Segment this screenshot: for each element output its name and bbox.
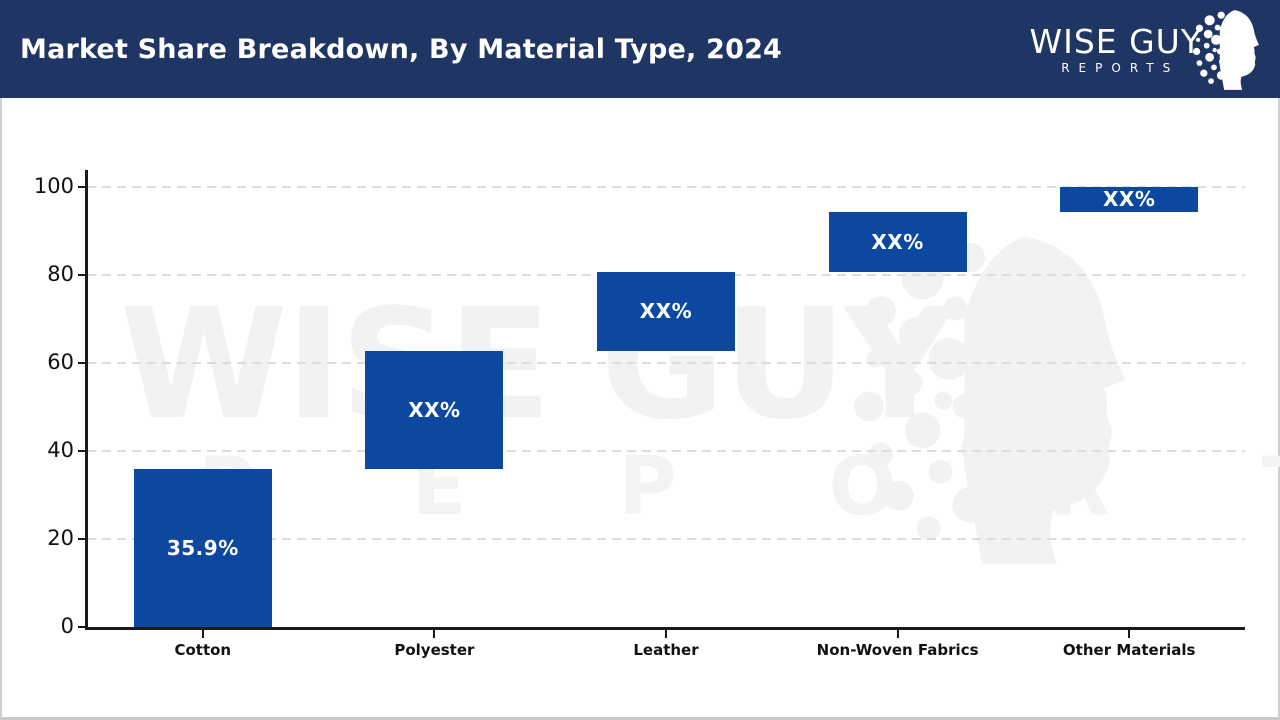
page-title: Market Share Breakdown, By Material Type… [20, 33, 783, 65]
x-axis [85, 627, 1245, 630]
y-tick-label-60: 60 [47, 350, 74, 374]
y-tick-60 [78, 362, 86, 364]
y-tick-label-100: 100 [33, 174, 74, 198]
bar-value-label: XX% [871, 229, 924, 254]
header: Market Share Breakdown, By Material Type… [0, 0, 1280, 98]
x-tick-4 [1128, 630, 1131, 638]
gridline-60 [87, 362, 1245, 364]
bar-value-label: XX% [639, 299, 693, 324]
x-tick-0 [201, 630, 204, 638]
y-tick-label-0: 0 [60, 614, 74, 638]
y-tick-label-80: 80 [47, 262, 74, 286]
bar-value-label: XX% [1102, 187, 1156, 212]
y-axis [85, 170, 88, 630]
gridline-20 [87, 538, 1245, 540]
bar-other-materials: XX% [1060, 187, 1199, 212]
bar-cotton: 35.9% [133, 469, 272, 627]
bar-polyester: XX% [365, 350, 504, 470]
bar-value-label: XX% [408, 397, 461, 422]
bar-leather: XX% [597, 271, 735, 351]
bar-value-label: 35.9% [166, 536, 239, 560]
logo-head-icon [1192, 10, 1259, 90]
category-label-3: Non-Woven Fabrics [816, 641, 979, 659]
category-label-1: Polyester [394, 641, 475, 659]
category-label-4: Other Materials [1062, 641, 1196, 659]
y-tick-label-20: 20 [47, 526, 74, 550]
y-tick-0 [78, 626, 86, 628]
y-tick-label-40: 40 [47, 438, 74, 462]
logo-text: WISE GUY REPORTS [1029, 21, 1202, 76]
gridline-40 [87, 450, 1245, 452]
plot-area: 0 20 40 60 80 100 35.9% Cotton XX% Polyester XX% Le… [2, 98, 1278, 717]
category-label-2: Leather [633, 641, 699, 659]
y-tick-40 [78, 450, 86, 452]
y-tick-100 [78, 186, 86, 188]
bar-non-woven-fabrics: XX% [828, 211, 967, 272]
gridline-100 [87, 186, 1245, 188]
y-tick-20 [78, 538, 86, 540]
logo-wordmark: WISE GUY [1029, 21, 1202, 61]
watermark-text: WISE GUY [120, 276, 955, 453]
x-tick-2 [665, 630, 667, 638]
wiseguy-logo: WISE GUY REPORTS [1029, 8, 1266, 92]
y-tick-80 [78, 274, 86, 276]
x-tick-3 [896, 630, 899, 638]
x-tick-1 [433, 630, 436, 638]
category-label-0: Cotton [174, 641, 232, 659]
chart-area: WISE GUY R E P O R T S 02040608010035.9%… [0, 98, 1280, 720]
logo-subtitle: REPORTS [1061, 61, 1180, 76]
